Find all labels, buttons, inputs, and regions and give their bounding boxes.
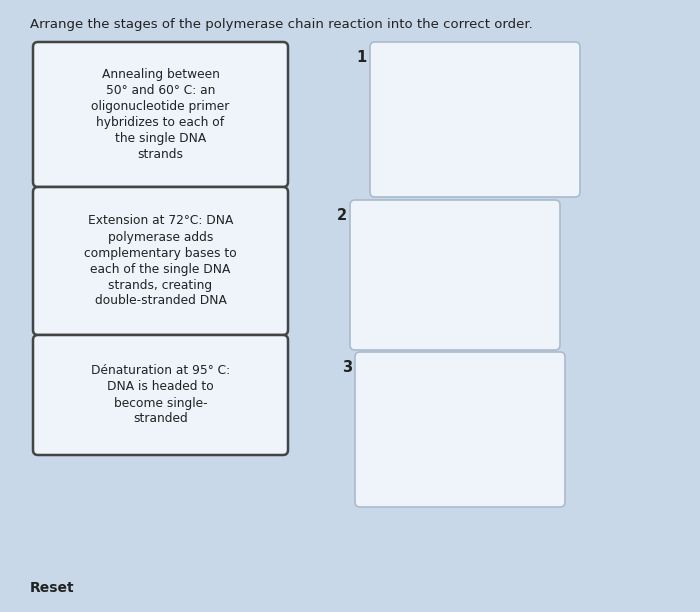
Text: Arrange the stages of the polymerase chain reaction into the correct order.: Arrange the stages of the polymerase cha… — [30, 18, 533, 31]
Text: Dénaturation at 95° C:
DNA is headed to
become single-
stranded: Dénaturation at 95° C: DNA is headed to … — [91, 365, 230, 425]
FancyBboxPatch shape — [370, 42, 580, 197]
FancyBboxPatch shape — [33, 42, 288, 187]
Text: Annealing between
50° and 60° C: an
oligonucleotide primer
hybridizes to each of: Annealing between 50° and 60° C: an olig… — [91, 68, 230, 161]
Text: 3: 3 — [342, 360, 352, 375]
FancyBboxPatch shape — [33, 187, 288, 335]
FancyBboxPatch shape — [355, 352, 565, 507]
Text: 2: 2 — [337, 208, 347, 223]
FancyBboxPatch shape — [350, 200, 560, 350]
Text: 1: 1 — [357, 50, 367, 65]
Text: Reset: Reset — [30, 581, 75, 595]
Text: Extension at 72°C: DNA
polymerase adds
complementary bases to
each of the single: Extension at 72°C: DNA polymerase adds c… — [84, 214, 237, 307]
FancyBboxPatch shape — [33, 335, 288, 455]
